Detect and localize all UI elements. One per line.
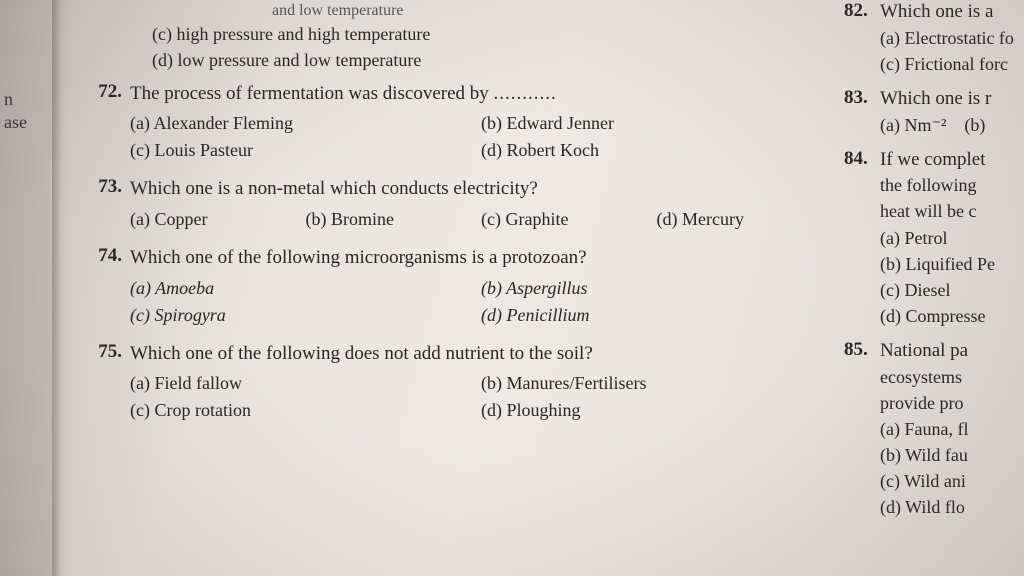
r84-opt-d: (d) Compresse [844, 303, 1024, 329]
q74-text: Which one of the following microorganism… [130, 245, 832, 271]
q72-body: The process of fermentation was discover… [130, 81, 832, 165]
r83-text: Which one is r [880, 87, 1024, 112]
q72-number: 72. [92, 81, 130, 165]
question-75: 75. Which one of the following does not … [92, 341, 832, 425]
q72-opt-a: (a) Alexander Fleming [130, 110, 481, 137]
q74-body: Which one of the following microorganism… [130, 245, 832, 329]
r85-text: National pa [880, 339, 1024, 364]
q73-body: Which one is a non-metal which conducts … [130, 176, 832, 233]
q72-opt-d: (d) Robert Koch [481, 137, 832, 164]
q72-opt-c: (c) Louis Pasteur [130, 137, 481, 164]
q72-options: (a) Alexander Fleming (b) Edward Jenner … [130, 110, 832, 164]
partial-top-options: and low temperature (c) high pressure an… [92, 0, 832, 73]
side-line2: ase [4, 111, 27, 134]
r83-opt-a: (a) Nm⁻² [880, 115, 946, 135]
question-73: 73. Which one is a non-metal which condu… [92, 176, 832, 233]
question-72: 72. The process of fermentation was disc… [92, 81, 832, 165]
side-cut-text: n ase [4, 88, 27, 135]
q73-opt-d: (d) Mercury [657, 206, 833, 233]
r84-opt-a: (a) Petrol [844, 225, 1024, 251]
q73-text: Which one is a non-metal which conducts … [130, 176, 832, 202]
question-82-partial: 82. Which one is a (a) Electrostatic fo … [844, 0, 1024, 77]
r84-opt-c: (c) Diesel [844, 277, 1024, 303]
r84-number: 84. [844, 148, 880, 173]
r82-head: 82. Which one is a [844, 0, 1024, 25]
r82-text: Which one is a [880, 0, 1024, 25]
question-85-partial: 85. National pa ecosystems provide pro (… [844, 339, 1024, 520]
q74-opt-a: (a) Amoeba [130, 275, 481, 302]
partial-opt-d: (d) low pressure and low temperature [152, 48, 832, 73]
r85-head: 85. National pa [844, 339, 1024, 364]
r83-number: 83. [844, 87, 880, 112]
q72-text: The process of fermentation was discover… [130, 81, 832, 107]
r84-line3: heat will be c [844, 198, 1024, 224]
q72-blank [494, 83, 557, 104]
r84-opt-b: (b) Liquified Pe [844, 251, 1024, 277]
question-74: 74. Which one of the following microorga… [92, 245, 832, 329]
partial-tail-text: and low temperature [152, 0, 832, 22]
r85-opt-d: (d) Wild flo [844, 494, 1024, 520]
r85-opt-a: (a) Fauna, fl [844, 416, 1024, 442]
left-margin-strip [0, 0, 52, 576]
r82-opt-a: (a) Electrostatic fo [844, 25, 1024, 51]
r84-line2: the following [844, 172, 1024, 198]
q73-opt-b: (b) Bromine [306, 206, 482, 233]
q74-number: 74. [92, 245, 130, 329]
r83-opt-b: (b) [964, 115, 985, 135]
r82-opt-c: (c) Frictional forc [844, 51, 1024, 77]
q72-opt-b: (b) Edward Jenner [481, 110, 832, 137]
r85-opt-c: (c) Wild ani [844, 468, 1024, 494]
q75-text: Which one of the following does not add … [130, 341, 832, 367]
q75-opt-c: (c) Crop rotation [130, 397, 481, 424]
q73-options: (a) Copper (b) Bromine (c) Graphite (d) … [130, 206, 832, 233]
r85-number: 85. [844, 339, 880, 364]
r85-line3: provide pro [844, 390, 1024, 416]
q75-number: 75. [92, 341, 130, 425]
q74-opt-d: (d) Penicillium [481, 302, 832, 329]
r83-head: 83. Which one is r [844, 87, 1024, 112]
q75-body: Which one of the following does not add … [130, 341, 832, 425]
r84-head: 84. If we complet [844, 148, 1024, 173]
right-column: 82. Which one is a (a) Electrostatic fo … [844, 0, 1024, 530]
q75-opt-b: (b) Manures/Fertilisers [481, 370, 832, 397]
r85-opt-b: (b) Wild fau [844, 442, 1024, 468]
r85-line2: ecosystems [844, 364, 1024, 390]
q74-options: (a) Amoeba (b) Aspergillus (c) Spirogyra… [130, 275, 832, 329]
q73-number: 73. [92, 176, 130, 233]
r82-number: 82. [844, 0, 880, 25]
partial-opt-c: (c) high pressure and high temperature [152, 22, 832, 47]
q74-opt-c: (c) Spirogyra [130, 302, 481, 329]
side-line1: n [4, 88, 27, 111]
r83-opts: (a) Nm⁻² (b) [844, 112, 1024, 138]
q73-opt-a: (a) Copper [130, 206, 306, 233]
q75-options: (a) Field fallow (b) Manures/Fertilisers… [130, 370, 832, 424]
main-column: and low temperature (c) high pressure an… [92, 0, 832, 436]
q75-opt-d: (d) Ploughing [481, 397, 832, 424]
page-fold-shadow [52, 0, 70, 576]
r84-text: If we complet [880, 148, 1024, 173]
question-84-partial: 84. If we complet the following heat wil… [844, 148, 1024, 329]
q74-opt-b: (b) Aspergillus [481, 275, 832, 302]
q75-opt-a: (a) Field fallow [130, 370, 481, 397]
question-83-partial: 83. Which one is r (a) Nm⁻² (b) [844, 87, 1024, 138]
q73-opt-c: (c) Graphite [481, 206, 657, 233]
